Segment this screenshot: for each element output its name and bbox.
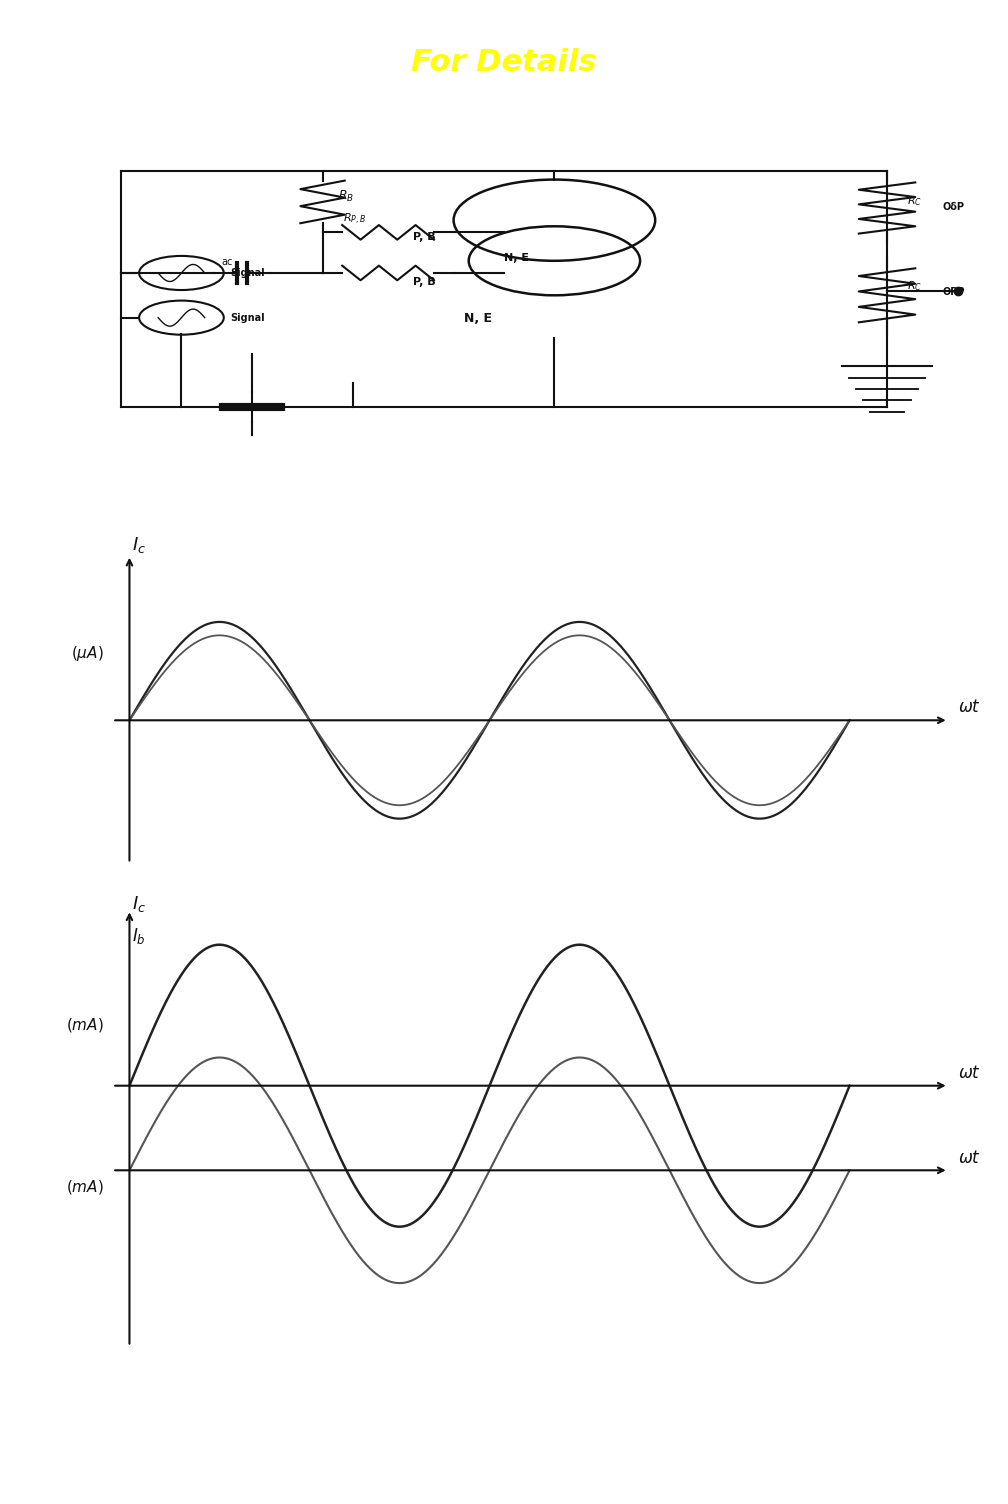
Text: Signal: Signal: [230, 268, 264, 278]
Text: N, E: N, E: [504, 253, 529, 263]
Text: $\omega t$: $\omega t$: [958, 1065, 981, 1083]
Text: $(mA)$: $(mA)$: [66, 1178, 104, 1196]
Text: $R_B$: $R_B$: [338, 190, 354, 205]
Text: ac: ac: [222, 257, 233, 266]
Text: $R_{P,B}$: $R_{P,B}$: [343, 212, 366, 227]
Text: Signal: Signal: [230, 313, 264, 323]
Text: $I_c$: $I_c$: [132, 895, 146, 914]
Text: P, B: P, B: [413, 277, 435, 287]
Text: $R_C$: $R_C$: [907, 194, 922, 208]
Text: OδP: OδP: [942, 202, 965, 212]
Text: N, E: N, E: [464, 311, 492, 325]
Text: $(\mu A)$: $(\mu A)$: [71, 644, 104, 663]
Text: $(mA)$: $(mA)$: [66, 1015, 104, 1033]
Text: $\omega t$: $\omega t$: [958, 1149, 981, 1167]
Text: $R_C$: $R_C$: [907, 280, 922, 293]
Text: CLICK HERE: CLICK HERE: [450, 14, 558, 32]
Text: $I_c$: $I_c$: [132, 535, 146, 555]
Text: OPP: OPP: [942, 287, 965, 298]
Text: $\omega t$: $\omega t$: [958, 698, 981, 716]
Text: $I_b$: $I_b$: [132, 926, 146, 946]
Text: P, B: P, B: [413, 233, 435, 242]
Text: For Details: For Details: [411, 48, 597, 77]
